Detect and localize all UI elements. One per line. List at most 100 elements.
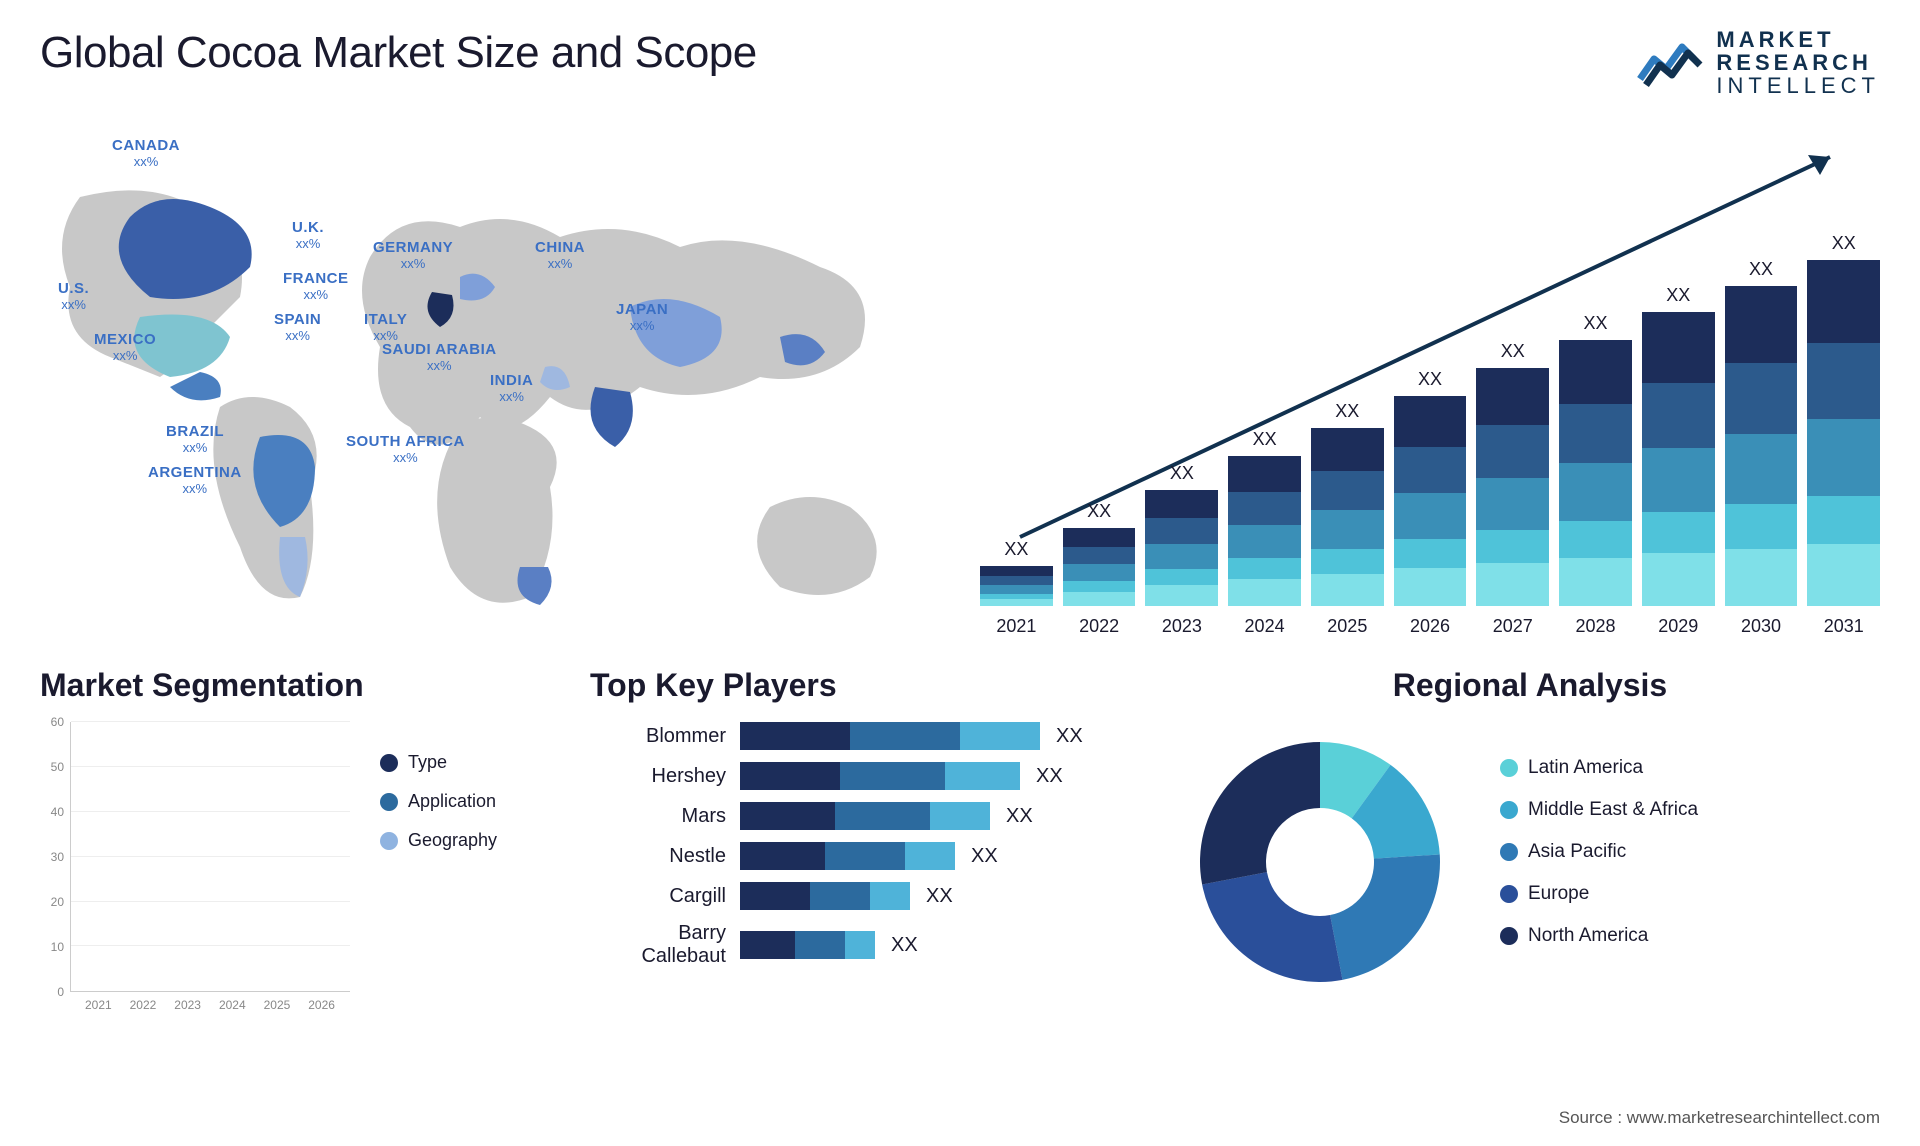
legend-item: Type — [380, 752, 540, 773]
player-value: XX — [1056, 725, 1083, 748]
growth-bar-label: XX — [1749, 259, 1773, 280]
country-label: U.S.xx% — [58, 280, 89, 312]
logo-line3: INTELLECT — [1716, 74, 1880, 97]
growth-year-label: 2030 — [1741, 616, 1781, 637]
regional-panel: Regional Analysis Latin America Middle Ea… — [1180, 667, 1880, 1022]
seg-xtick: 2026 — [308, 992, 335, 1022]
logo-line2: RESEARCH — [1716, 51, 1880, 74]
growth-year-label: 2022 — [1079, 616, 1119, 637]
player-row: MarsXX — [590, 802, 1130, 830]
player-row: Barry Callebaut XX — [590, 922, 1130, 968]
growth-bar-label: XX — [1666, 285, 1690, 306]
player-row: Nestle XX — [590, 842, 1130, 870]
player-row: Cargill XX — [590, 882, 1130, 910]
growth-year-label: 2031 — [1824, 616, 1864, 637]
growth-bar-label: XX — [1170, 463, 1194, 484]
regional-donut-chart — [1180, 722, 1460, 1002]
seg-ytick: 20 — [51, 895, 64, 909]
country-label: SAUDI ARABIAxx% — [382, 341, 497, 373]
player-name: Barry Callebaut — [590, 922, 740, 968]
regional-legend: Latin America Middle East & Africa Asia Pa… — [1500, 757, 1698, 967]
seg-xtick: 2025 — [264, 992, 291, 1022]
growth-bar-label: XX — [1253, 429, 1277, 450]
legend-item: Latin America — [1500, 757, 1698, 779]
seg-xtick: 2022 — [130, 992, 157, 1022]
player-value: XX — [971, 845, 998, 868]
growth-bar: XX 2030 — [1725, 259, 1798, 637]
player-name: Blommer — [590, 725, 740, 748]
key-players-panel: Top Key Players BlommerXXHersheyXXMarsXX… — [590, 667, 1130, 1022]
donut-slice — [1200, 742, 1320, 884]
growth-bar: XX2023 — [1145, 463, 1218, 637]
player-row: Blommer XX — [590, 722, 1130, 750]
growth-year-label: 2021 — [996, 616, 1036, 637]
player-bar — [740, 882, 910, 910]
growth-bar-label: XX — [1501, 341, 1525, 362]
growth-bar: XX 2031 — [1807, 233, 1880, 637]
player-value: XX — [1036, 765, 1063, 788]
segmentation-legend: Type Application Geography — [380, 722, 540, 869]
player-row: Hershey XX — [590, 762, 1130, 790]
growth-bar-label: XX — [1335, 401, 1359, 422]
country-label: SPAINxx% — [274, 311, 321, 343]
seg-ytick: 0 — [57, 985, 64, 999]
source-attribution: Source : www.marketresearchintellect.com — [1559, 1108, 1880, 1128]
country-label: ARGENTINAxx% — [148, 464, 242, 496]
legend-item: Asia Pacific — [1500, 841, 1698, 863]
growth-year-label: 2029 — [1658, 616, 1698, 637]
donut-slice — [1202, 872, 1342, 982]
country-label: BRAZILxx% — [166, 423, 224, 455]
logo-line1: MARKET — [1716, 28, 1880, 51]
legend-item: Application — [380, 791, 540, 812]
growth-bar-label: XX — [1004, 539, 1028, 560]
player-bar — [740, 931, 875, 959]
player-value: XX — [926, 885, 953, 908]
growth-year-label: 2024 — [1245, 616, 1285, 637]
segmentation-chart: 0102030405060 202120222023202420252026 — [40, 722, 350, 1022]
player-value: XX — [891, 934, 918, 957]
growth-bar: XX 2024 — [1228, 429, 1301, 637]
legend-item: Geography — [380, 830, 540, 851]
player-value: XX — [1006, 805, 1033, 828]
player-bar — [740, 802, 990, 830]
growth-year-label: 2025 — [1327, 616, 1367, 637]
seg-ytick: 10 — [51, 940, 64, 954]
player-name: Hershey — [590, 765, 740, 788]
seg-ytick: 60 — [51, 715, 64, 729]
player-bar — [740, 762, 1020, 790]
player-name: Nestle — [590, 845, 740, 868]
growth-year-label: 2028 — [1575, 616, 1615, 637]
segmentation-panel: Market Segmentation 0102030405060 202120… — [40, 667, 540, 1022]
growth-bar-label: XX — [1584, 313, 1608, 334]
seg-xtick: 2023 — [174, 992, 201, 1022]
key-players-title: Top Key Players — [590, 667, 1130, 704]
logo-mark-icon — [1636, 33, 1706, 93]
growth-year-label: 2027 — [1493, 616, 1533, 637]
brand-logo: MARKET RESEARCH INTELLECT — [1636, 28, 1880, 97]
country-label: ITALYxx% — [364, 311, 407, 343]
donut-slice — [1330, 855, 1440, 980]
growth-bar: XX 2029 — [1642, 285, 1715, 637]
growth-bar: XX 2025 — [1311, 401, 1384, 637]
segmentation-title: Market Segmentation — [40, 667, 540, 704]
country-label: MEXICOxx% — [94, 331, 156, 363]
seg-ytick: 50 — [51, 760, 64, 774]
seg-xtick: 2021 — [85, 992, 112, 1022]
country-label: FRANCExx% — [283, 270, 349, 302]
growth-bar: XX 2028 — [1559, 313, 1632, 637]
growth-bar-label: XX — [1087, 501, 1111, 522]
player-name: Cargill — [590, 885, 740, 908]
growth-bar: XX 2021 — [980, 539, 1053, 637]
seg-ytick: 40 — [51, 805, 64, 819]
growth-bar: XX 2027 — [1476, 341, 1549, 637]
regional-title: Regional Analysis — [1180, 667, 1880, 704]
growth-bar-label: XX — [1418, 369, 1442, 390]
growth-bar: XX2026 — [1394, 369, 1467, 637]
country-label: SOUTH AFRICAxx% — [346, 433, 465, 465]
legend-item: Middle East & Africa — [1500, 799, 1698, 821]
growth-bar-label: XX — [1832, 233, 1856, 254]
country-label: CHINAxx% — [535, 239, 585, 271]
legend-item: Europe — [1500, 883, 1698, 905]
country-label: CANADAxx% — [112, 137, 180, 169]
growth-bar: XX 2022 — [1063, 501, 1136, 637]
